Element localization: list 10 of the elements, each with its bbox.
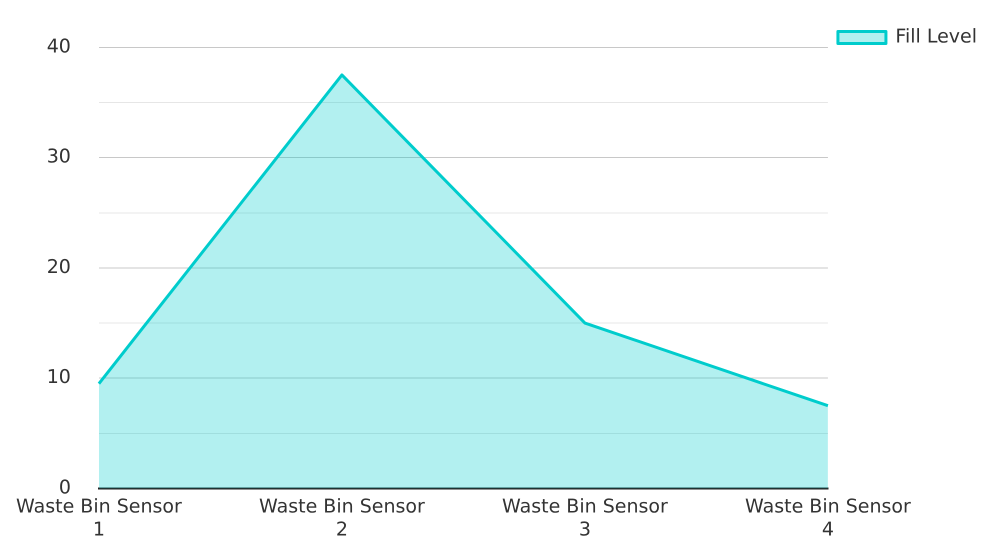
y-tick-label: 40 [46,35,71,58]
legend-label: Fill Level [895,25,977,48]
x-tick-label: Waste Bin Sensor 1 [16,496,182,541]
x-tick-label: Waste Bin Sensor 4 [745,496,912,541]
y-tick-label: 10 [46,366,71,388]
y-tick-label: 30 [46,146,71,168]
y-tick-label: 0 [58,476,71,498]
x-tick-label: Waste Bin Sensor 3 [502,496,668,541]
y-tick-label: 20 [46,256,71,278]
x-tick-label: Waste Bin Sensor 2 [259,496,425,541]
